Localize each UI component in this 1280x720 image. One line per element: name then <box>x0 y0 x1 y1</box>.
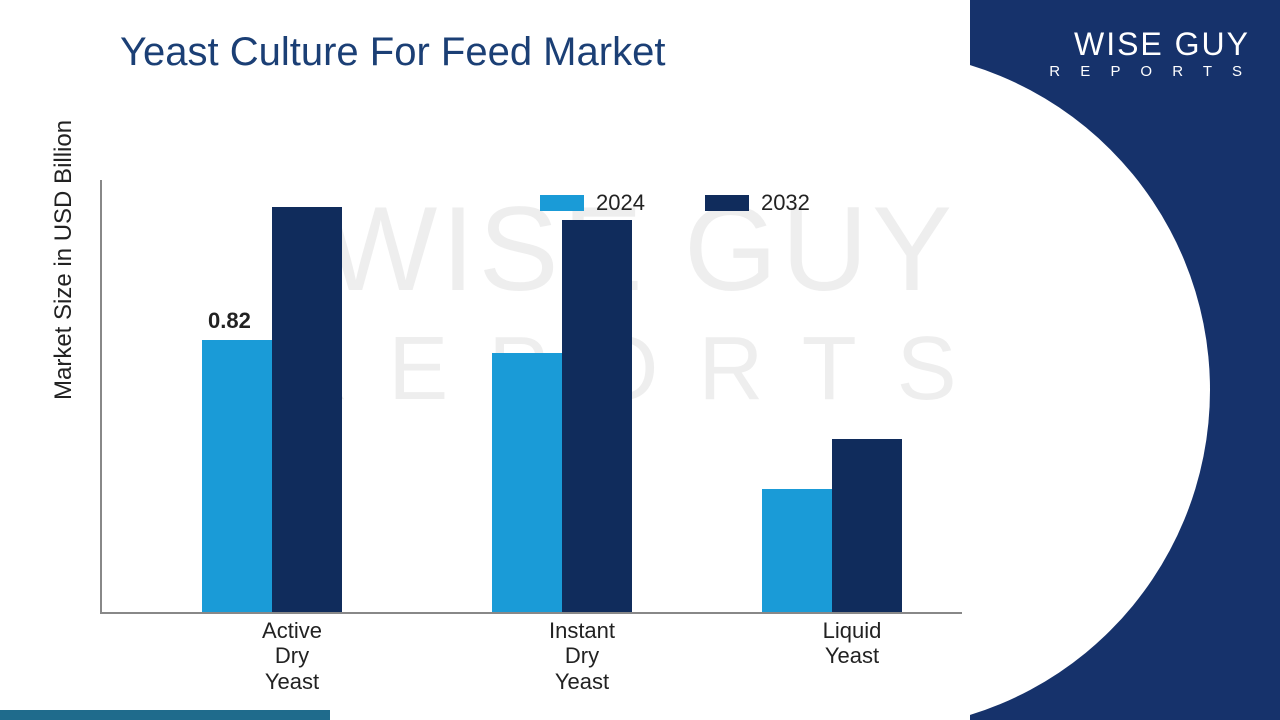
bottom-accent-bar <box>0 710 330 720</box>
bar-group <box>492 220 672 612</box>
bar <box>272 207 342 612</box>
bar <box>492 353 562 612</box>
bar-group <box>762 439 942 612</box>
brand-line1: WISE GUY <box>1049 26 1250 63</box>
y-axis-label: Market Size in USD Billion <box>50 120 78 400</box>
bar <box>762 489 832 612</box>
brand-logo: WISE GUY R E P O R T S <box>1049 26 1250 80</box>
brand-line2: R E P O R T S <box>1049 63 1250 80</box>
bar-value-label: 0.82 <box>208 308 251 334</box>
x-axis-label: ActiveDryYeast <box>202 618 382 694</box>
bar <box>832 439 902 612</box>
x-axis-label: InstantDryYeast <box>492 618 672 694</box>
page-root: WISE GUY R E P O R T S WISE GUY REPORTS … <box>0 0 1280 720</box>
plot-area: ActiveDryYeastInstantDryYeastLiquidYeast… <box>100 180 962 614</box>
bar <box>562 220 632 612</box>
bar-group <box>202 207 382 612</box>
chart-title: Yeast Culture For Feed Market <box>120 30 665 75</box>
x-axis-label: LiquidYeast <box>762 618 942 669</box>
bar <box>202 340 272 612</box>
